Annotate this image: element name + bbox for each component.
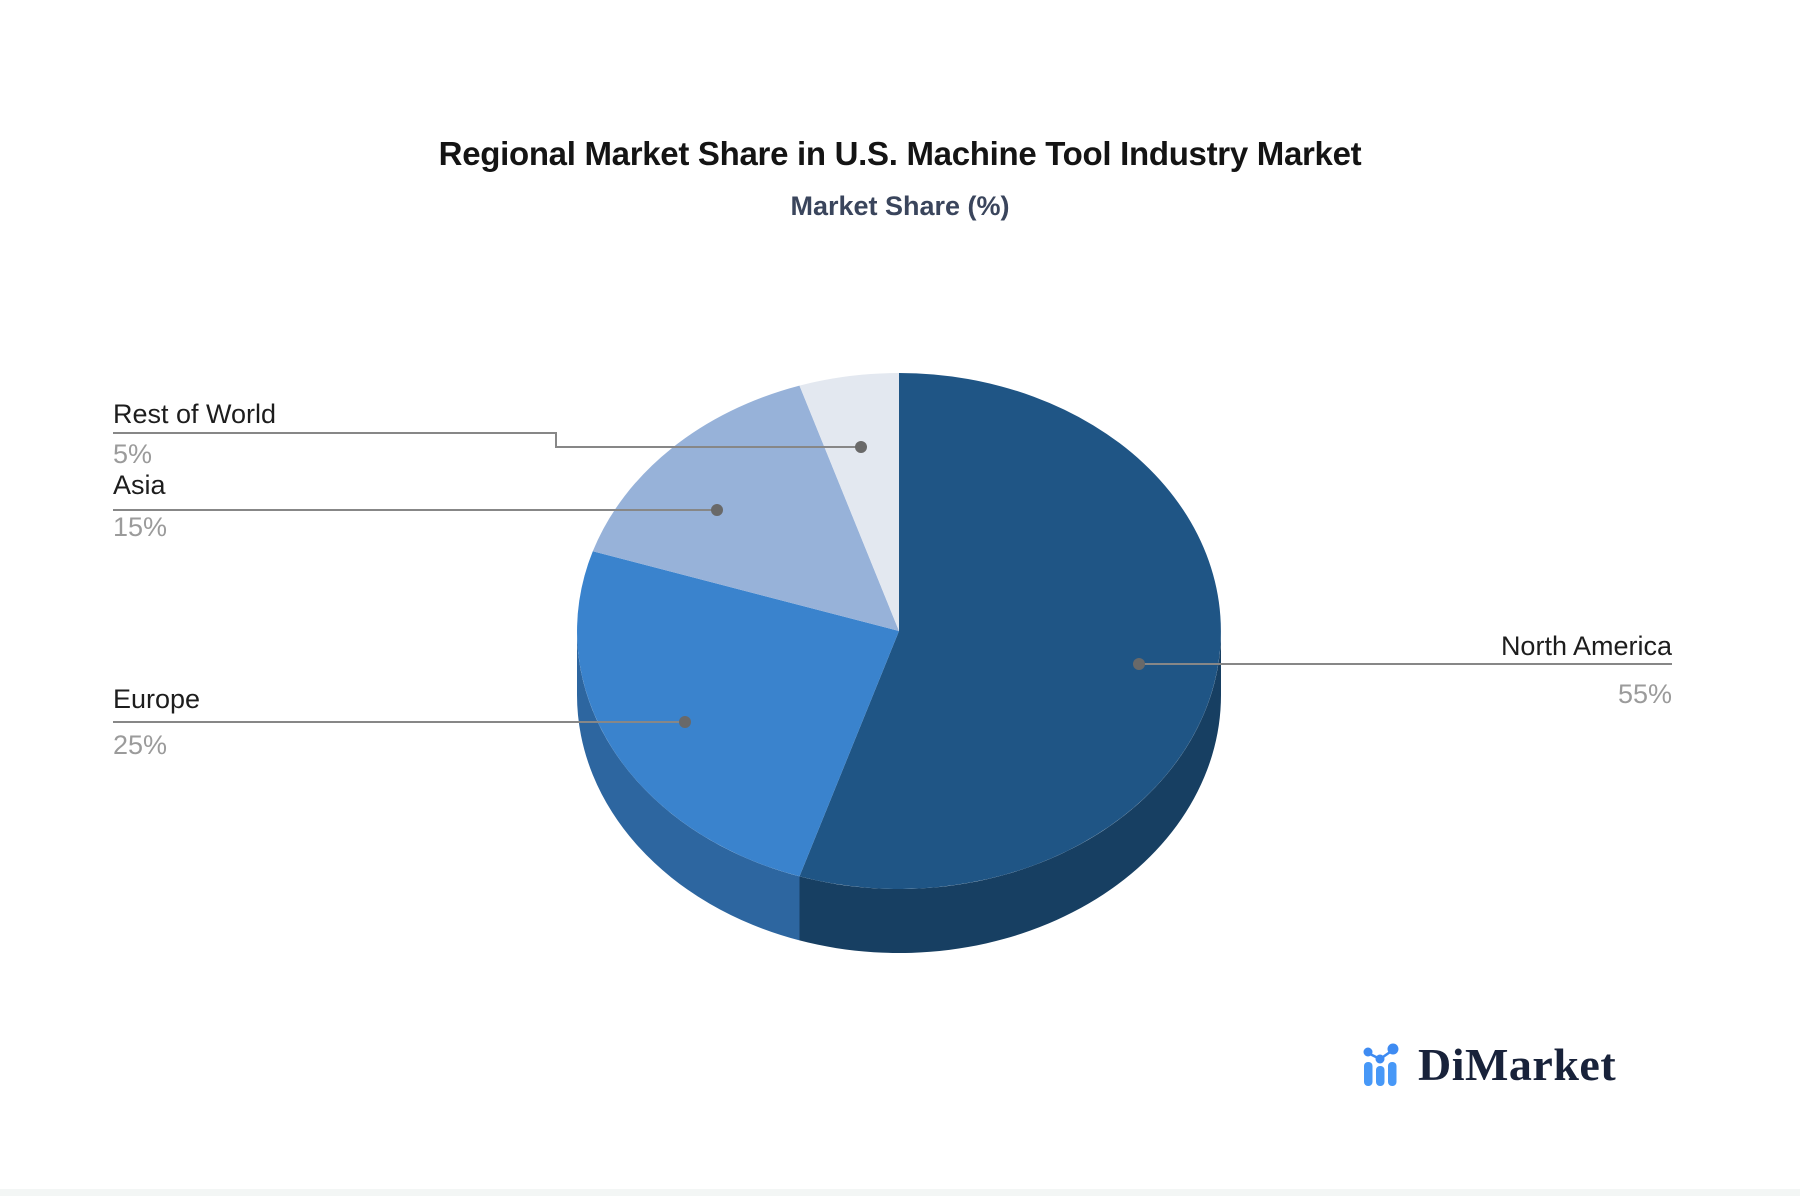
pie-side-europe [577,631,800,941]
pie-slice-north-america[interactable] [799,373,1221,889]
leader-dot-rest-of-world [855,441,867,453]
leader-dot-asia [711,504,723,516]
chart-title: Regional Market Share in U.S. Machine To… [438,135,1362,172]
bottom-strip [0,1189,1800,1196]
pie-slice-rest-of-world[interactable] [799,373,900,631]
pct-north-america: 55% [1617,679,1672,709]
label-europe: Europe [113,684,201,714]
leader-line-rest-of-world [113,432,861,448]
leader-dot-europe [679,716,691,728]
leader-dot-north-america [1133,658,1145,670]
pie-slice-europe[interactable] [577,551,899,877]
chart-subtitle: Market Share (%) [790,191,1010,221]
label-rest-of-world: Rest of World [113,399,277,429]
pie-side-north-america [799,631,1221,954]
pct-rest-of-world: 5% [113,439,153,469]
brand-logo: DiMarket [1358,1038,1616,1090]
pct-europe: 25% [113,730,168,760]
pct-asia: 15% [113,512,168,542]
bar-line-chart-icon [1358,1038,1404,1090]
brand-logo-text: DiMarket [1418,1039,1617,1090]
label-asia: Asia [113,470,166,500]
label-north-america: North America [1500,631,1672,661]
